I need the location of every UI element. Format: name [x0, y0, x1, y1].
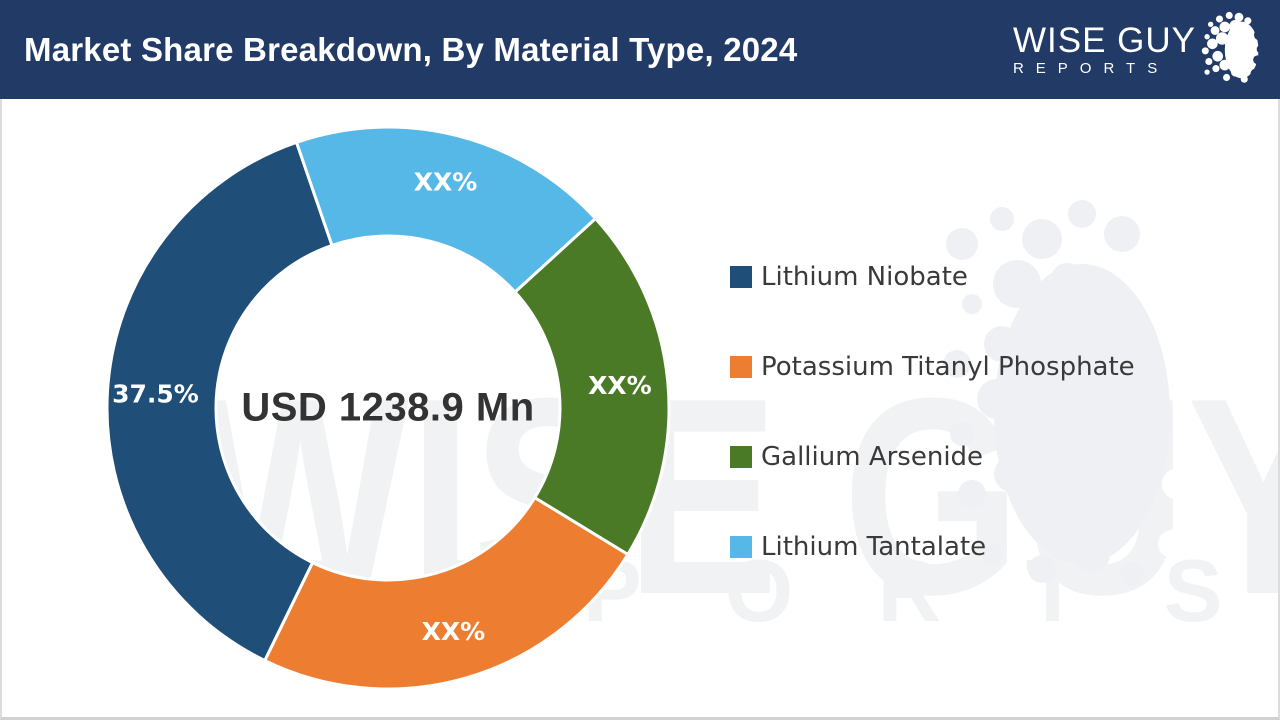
legend-item-lithium-niobate: Lithium Niobate [730, 262, 968, 292]
legend-swatch-lithium-niobate [730, 266, 752, 288]
legend: Lithium Niobate Potassium Titanyl Phosph… [730, 99, 1190, 717]
segment-pct-label: XX% [414, 168, 478, 197]
head-profile-icon [1201, 11, 1262, 83]
logo-wordmark: WISE GUY [1012, 21, 1196, 60]
logo-text: WISE GUY REPORTS [1013, 23, 1196, 76]
segment-pct-label: 37.5% [112, 379, 199, 408]
legend-label: Gallium Arsenide [761, 442, 984, 472]
segment-pct-label: XX% [588, 371, 652, 400]
legend-swatch-lithium-tantalate [730, 536, 752, 558]
page-title: Market Share Breakdown, By Material Type… [24, 30, 798, 68]
legend-label: Potassium Titanyl Phosphate [761, 352, 1135, 382]
legend-swatch-gallium-arsenide [730, 446, 752, 468]
legend-item-lithium-tantalate: Lithium Tantalate [730, 532, 986, 562]
header-bar: Market Share Breakdown, By Material Type… [0, 0, 1280, 99]
legend-item-gallium-arsenide: Gallium Arsenide [730, 442, 983, 472]
segment-lithium-tantalate [294, 125, 598, 295]
segment-gallium-arsenide [512, 216, 671, 557]
legend-label: Lithium Niobate [761, 262, 968, 292]
watermark-head-icon [943, 200, 1192, 586]
logo-subtitle: REPORTS [1012, 60, 1170, 77]
segment-lithium-niobate [105, 140, 334, 663]
chart-area: WISE GUY R E P O R T S 37.5% XX% XX% XX% US… [0, 99, 1280, 720]
legend-label: Lithium Tantalate [761, 532, 987, 562]
donut-chart: 37.5% XX% XX% XX% [105, 125, 671, 691]
segment-pct-label: XX% [422, 617, 486, 646]
legend-swatch-potassium-titanyl-phosphate [730, 356, 752, 378]
chart-center-value: USD 1238.9 Mn [241, 385, 535, 430]
legend-item-potassium-titanyl-phosphate: Potassium Titanyl Phosphate [730, 352, 1135, 382]
segment-potassium-titanyl-phosphate [262, 495, 630, 691]
wise-guy-reports-logo: WISE GUY REPORTS [1013, 9, 1262, 91]
